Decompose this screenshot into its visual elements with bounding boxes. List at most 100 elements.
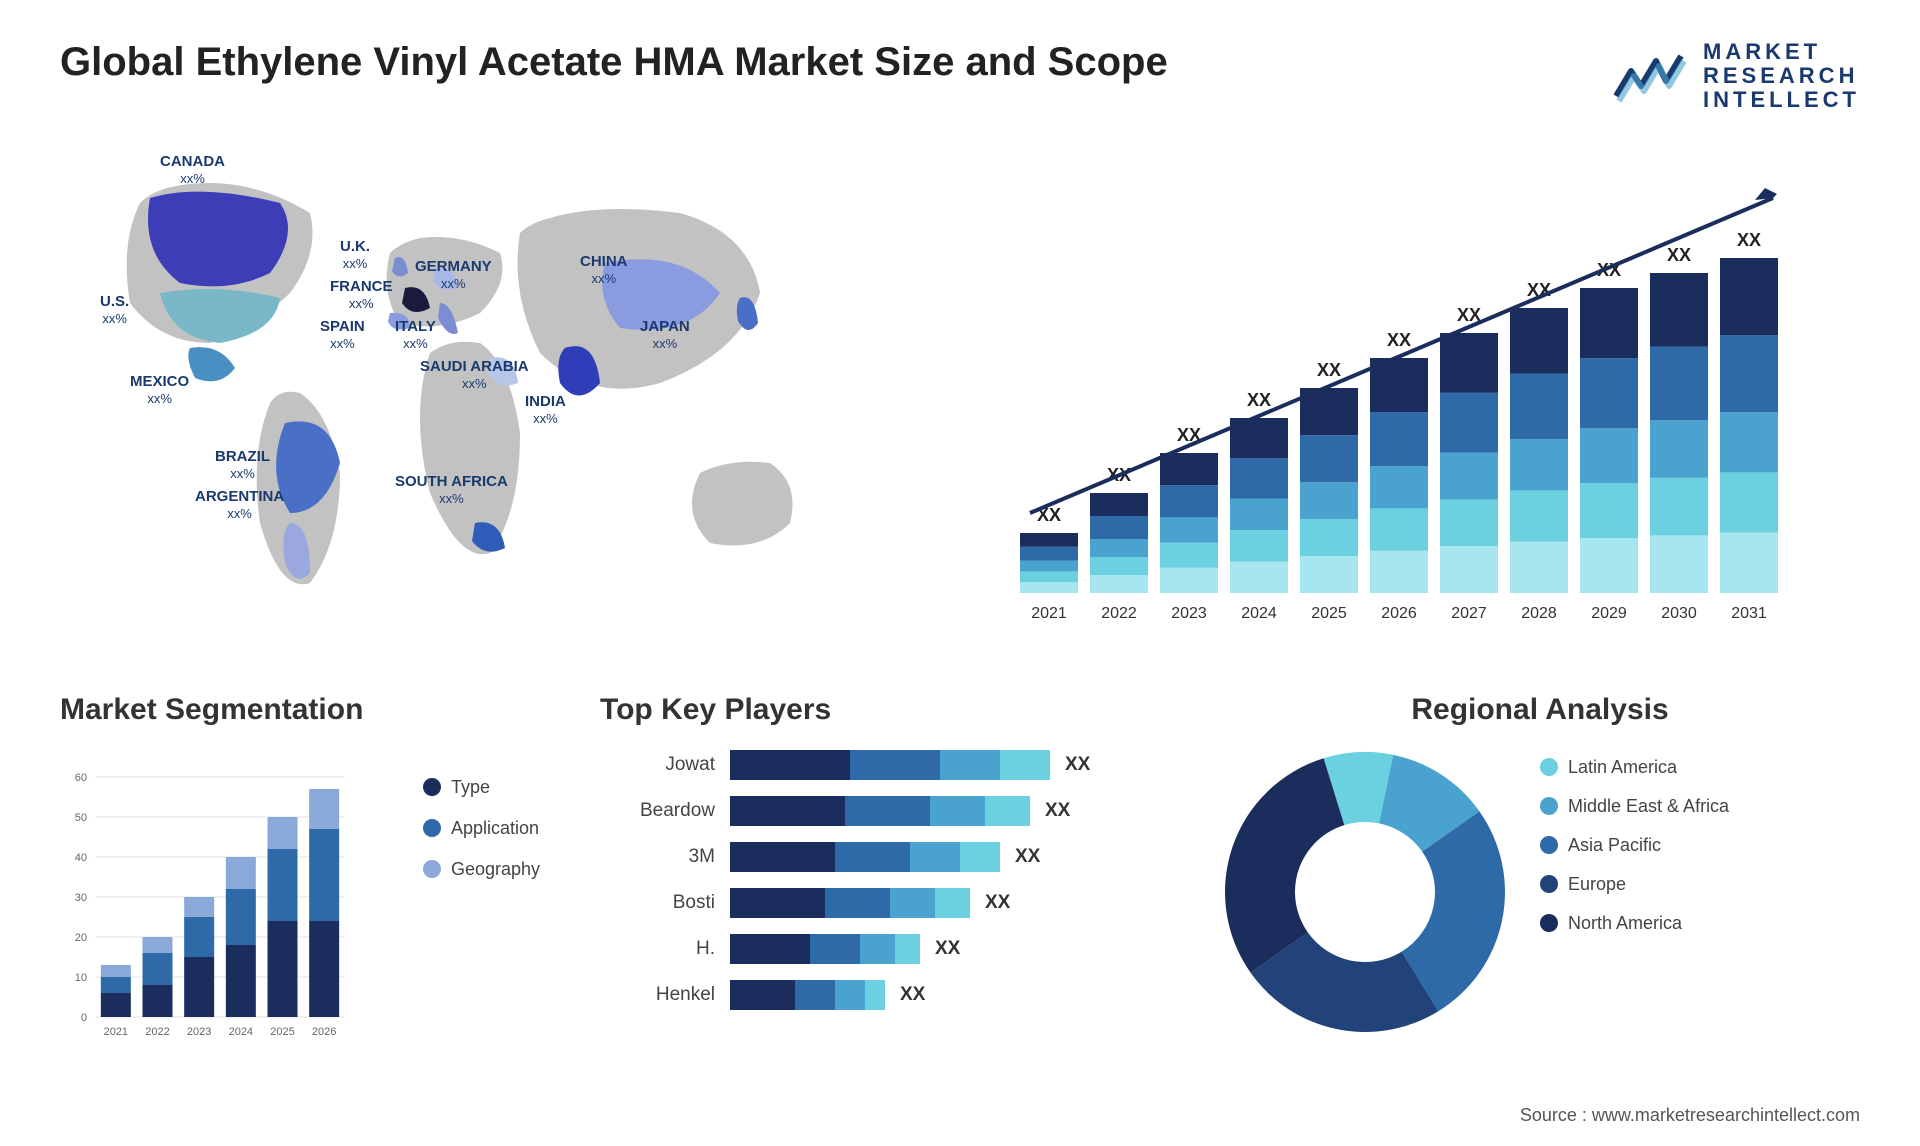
svg-text:2024: 2024 [1241,605,1277,622]
map-label-mexico: MEXICOxx% [130,373,189,407]
svg-text:2023: 2023 [187,1026,211,1038]
keyplayer-seg [985,796,1030,826]
keyplayer-seg [935,888,970,918]
keyplayer-seg [865,980,885,1010]
segmentation-svg: 0102030405060202120222023202420252026 [60,747,360,1047]
svg-text:2029: 2029 [1591,605,1627,622]
keyplayer-seg [845,796,930,826]
keyplayer-row-3m: 3M XX [600,839,1160,875]
map-label-brazil: BRAZILxx% [215,448,270,482]
keyplayer-bar [730,980,885,1010]
legend-dot [1540,797,1558,815]
svg-text:2021: 2021 [1031,605,1067,622]
svg-text:2025: 2025 [270,1026,294,1038]
svg-text:2025: 2025 [1311,605,1347,622]
svg-text:2026: 2026 [1381,605,1417,622]
keyplayer-seg [835,980,865,1010]
map-label-argentina: ARGENTINAxx% [195,488,284,522]
keyplayer-value: XX [935,938,960,960]
logo-text: MARKET RESEARCH INTELLECT [1703,40,1860,113]
keyplayer-row-h: H.XX [600,931,1160,967]
keyplayer-bar [730,888,970,918]
segmentation-title: Market Segmentation [60,693,540,727]
keyplayer-seg [795,980,835,1010]
keyplayer-seg [810,934,860,964]
keyplayer-seg [730,934,810,964]
keyplayer-label: Henkel [600,984,730,1006]
logo-line3: INTELLECT [1703,88,1860,112]
regional-legend-asia-pacific: Asia Pacific [1540,835,1729,856]
keyplayer-bar [730,842,1000,872]
keyplayer-seg [825,888,890,918]
donut-svg [1220,747,1510,1037]
segmentation-section: Market Segmentation 01020304050602021202… [60,693,540,1047]
svg-text:XX: XX [1737,230,1761,250]
keyplayer-seg [895,934,920,964]
legend-label: Application [451,818,539,839]
keyplayer-label: Jowat [600,754,730,776]
svg-text:0: 0 [81,1012,87,1024]
keyplayer-value: XX [1045,800,1070,822]
keyplayer-row-beardow: BeardowXX [600,793,1160,829]
segmentation-legend: TypeApplicationGeography [423,747,540,1047]
legend-label: Europe [1568,874,1626,895]
keyplayer-seg [860,934,895,964]
keyplayer-seg [850,750,940,780]
svg-text:2022: 2022 [145,1026,169,1038]
keyplayer-label: Bosti [600,892,730,914]
map-label-china: CHINAxx% [580,253,628,287]
segmentation-chart: 0102030405060202120222023202420252026 [60,747,393,1047]
keyplayer-seg [730,750,850,780]
legend-label: North America [1568,913,1682,934]
regional-title: Regional Analysis [1220,693,1860,727]
legend-dot [1540,758,1558,776]
svg-text:2021: 2021 [104,1026,128,1038]
keyplayers-section: Top Key Players JowatXXBeardowXX3MXXBost… [600,693,1160,1047]
map-svg [60,143,960,643]
svg-text:30: 30 [75,892,87,904]
keyplayer-seg [835,842,910,872]
map-label-saudi-arabia: SAUDI ARABIAxx% [420,358,529,392]
svg-text:2023: 2023 [1171,605,1207,622]
world-map: CANADAxx%U.S.xx%MEXICOxx%BRAZILxx%ARGENT… [60,143,960,643]
keyplayer-bar [730,796,1030,826]
keyplayer-seg [890,888,935,918]
svg-text:2027: 2027 [1451,605,1487,622]
keyplayers-chart: JowatXXBeardowXX3MXXBostiXXH.XXHenkelXX [600,747,1160,1013]
keyplayer-seg [940,750,1000,780]
map-label-germany: GERMANYxx% [415,258,492,292]
keyplayer-value: XX [1065,754,1090,776]
legend-dot [1540,836,1558,854]
growth-chart: XX2021XX2022XX2023XX2024XX2025XX2026XX20… [990,143,1860,643]
keyplayer-seg [910,842,960,872]
svg-text:2022: 2022 [1101,605,1137,622]
map-label-canada: CANADAxx% [160,153,225,187]
logo-icon [1611,46,1691,106]
keyplayer-label: 3M [600,846,730,868]
keyplayer-value: XX [1015,846,1040,868]
svg-text:20: 20 [75,932,87,944]
logo-line1: MARKET [1703,40,1860,64]
svg-text:40: 40 [75,852,87,864]
regional-legend-europe: Europe [1540,874,1729,895]
regional-legend-middle-east-africa: Middle East & Africa [1540,796,1729,817]
svg-text:2026: 2026 [312,1026,336,1038]
keyplayer-value: XX [900,984,925,1006]
keyplayer-seg [730,980,795,1010]
legend-dot [423,860,441,878]
keyplayer-seg [730,796,845,826]
legend-label: Middle East & Africa [1568,796,1729,817]
keyplayer-row-henkel: Henkel XX [600,977,1160,1013]
seg-legend-application: Application [423,818,540,839]
page-title: Global Ethylene Vinyl Acetate HMA Market… [60,40,1168,85]
keyplayer-seg [930,796,985,826]
regional-legend-north-america: North America [1540,913,1729,934]
keyplayer-seg [1000,750,1050,780]
keyplayer-value: XX [985,892,1010,914]
legend-label: Geography [451,859,540,880]
regional-donut [1220,747,1510,1037]
keyplayer-bar [730,934,920,964]
map-label-spain: SPAINxx% [320,318,365,352]
svg-text:XX: XX [1667,245,1691,265]
legend-dot [423,778,441,796]
